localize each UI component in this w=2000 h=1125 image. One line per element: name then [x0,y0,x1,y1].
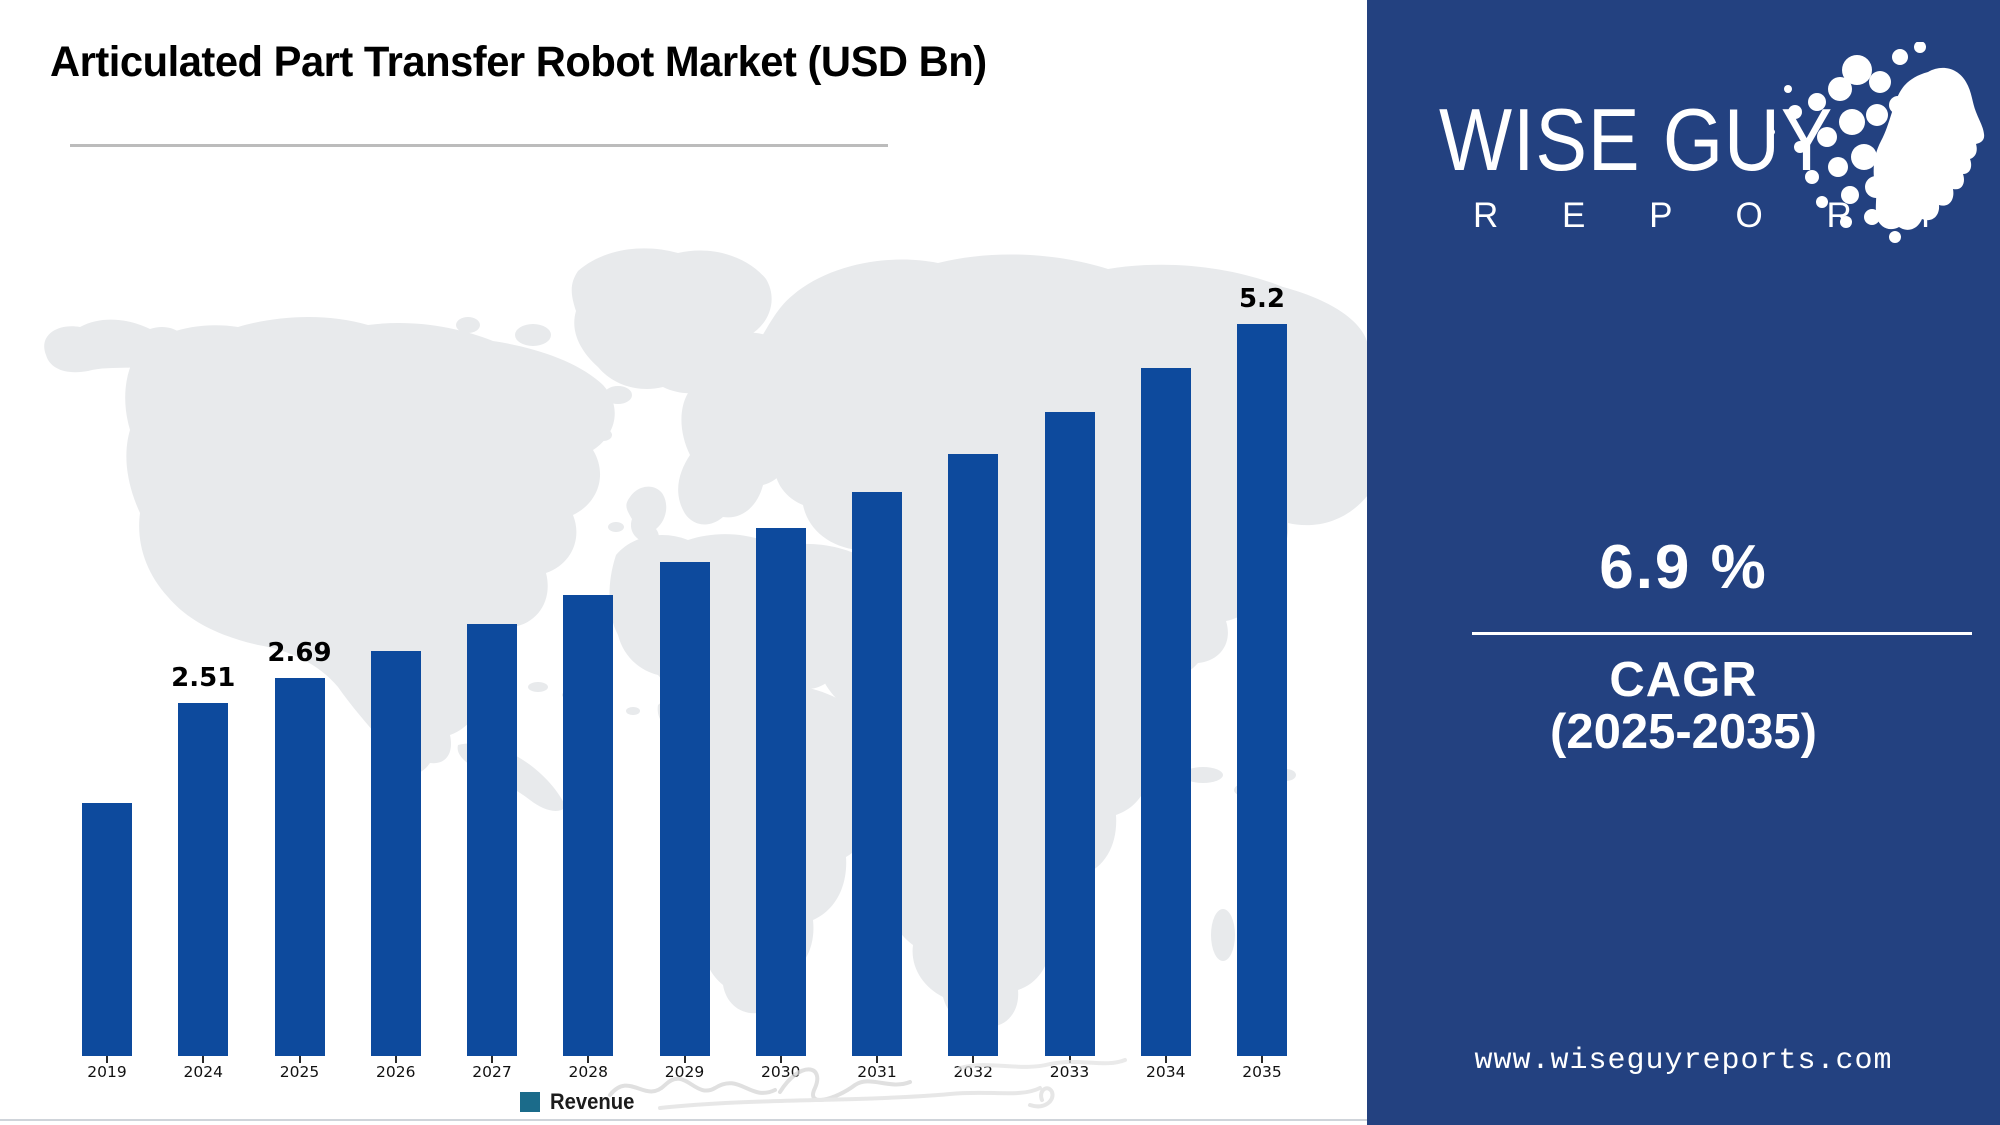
x-axis-label-2033: 2033 [1049,1063,1090,1081]
cagr-label: CAGR [1609,653,1758,707]
bar-2026 [370,651,421,1056]
bar-2029 [659,562,710,1056]
chart-title: Articulated Part Transfer Robot Market (… [50,38,987,86]
x-axis-tick-2031 [876,1056,878,1063]
x-axis-tick-2019 [106,1056,108,1063]
x-axis-tick-2033 [1068,1056,1071,1063]
cagr-divider-line [1472,632,1972,635]
x-axis-tick-2027 [491,1056,493,1063]
x-axis-tick-2030 [779,1056,782,1063]
x-axis-label-2019: 2019 [87,1063,127,1081]
bar-2025 [274,678,325,1056]
title-underline [70,144,888,147]
watermark-scribble [608,1058,1127,1110]
x-axis-label-2035: 2035 [1242,1063,1282,1081]
x-axis-label-2024: 2024 [183,1063,223,1081]
legend-swatch-revenue [520,1092,540,1112]
bar-2033 [1044,412,1095,1056]
x-axis-tick-2026 [394,1056,397,1063]
x-axis-tick-2035 [1261,1056,1263,1063]
brand-sidebar: WISE GUY R E P O R T S 6.9 % CAGR (2025-… [1367,0,2000,1125]
x-axis-tick-2032 [972,1056,975,1063]
bar-2019 [82,803,132,1056]
x-axis-tick-2028 [587,1056,590,1063]
bar-chart-plot: 2019 2024 2.51 2025 2.69 2026 2027 2028 2029 2030… [82,284,1287,1081]
x-axis-tick-2025 [298,1056,301,1063]
x-axis-label-2034: 2034 [1146,1063,1186,1081]
bar-2027 [467,624,517,1056]
x-axis-label-2031: 2031 [857,1063,897,1081]
bar-2035 [1237,324,1287,1056]
chart-bottom-border [0,1119,1367,1121]
bar-2028 [563,595,614,1056]
x-axis-tick-2029 [683,1056,686,1063]
x-axis-tick-2024 [202,1056,205,1063]
x-axis-label-2026: 2026 [376,1063,416,1081]
dotted-head-profile-icon [1770,42,1985,243]
x-axis-label-2028: 2028 [568,1063,608,1081]
value-label-2035: 5.2 [1238,284,1286,314]
x-axis-label-2027: 2027 [472,1063,512,1081]
logo-wordmark: WISE GUY [1439,90,1834,189]
chart-legend: Revenue [520,1089,642,1115]
bar-2034 [1140,368,1191,1056]
bar-2024 [178,703,229,1056]
legend-label-revenue: Revenue [550,1089,635,1114]
x-axis-label-2025: 2025 [279,1063,320,1081]
x-axis-label-2029: 2029 [664,1063,705,1081]
value-label-2024: 2.51 [171,663,236,693]
cagr-value: 6.9 % [1599,533,1768,602]
value-label-2025: 2.69 [267,638,332,668]
bar-2032 [948,454,999,1056]
bar-2030 [755,528,806,1056]
x-axis-tick-2034 [1164,1056,1167,1063]
cagr-period: (2025-2035) [1550,705,1817,759]
bar-2031 [852,492,902,1056]
website-url: www.wiseguyreports.com [1474,1044,1893,1078]
